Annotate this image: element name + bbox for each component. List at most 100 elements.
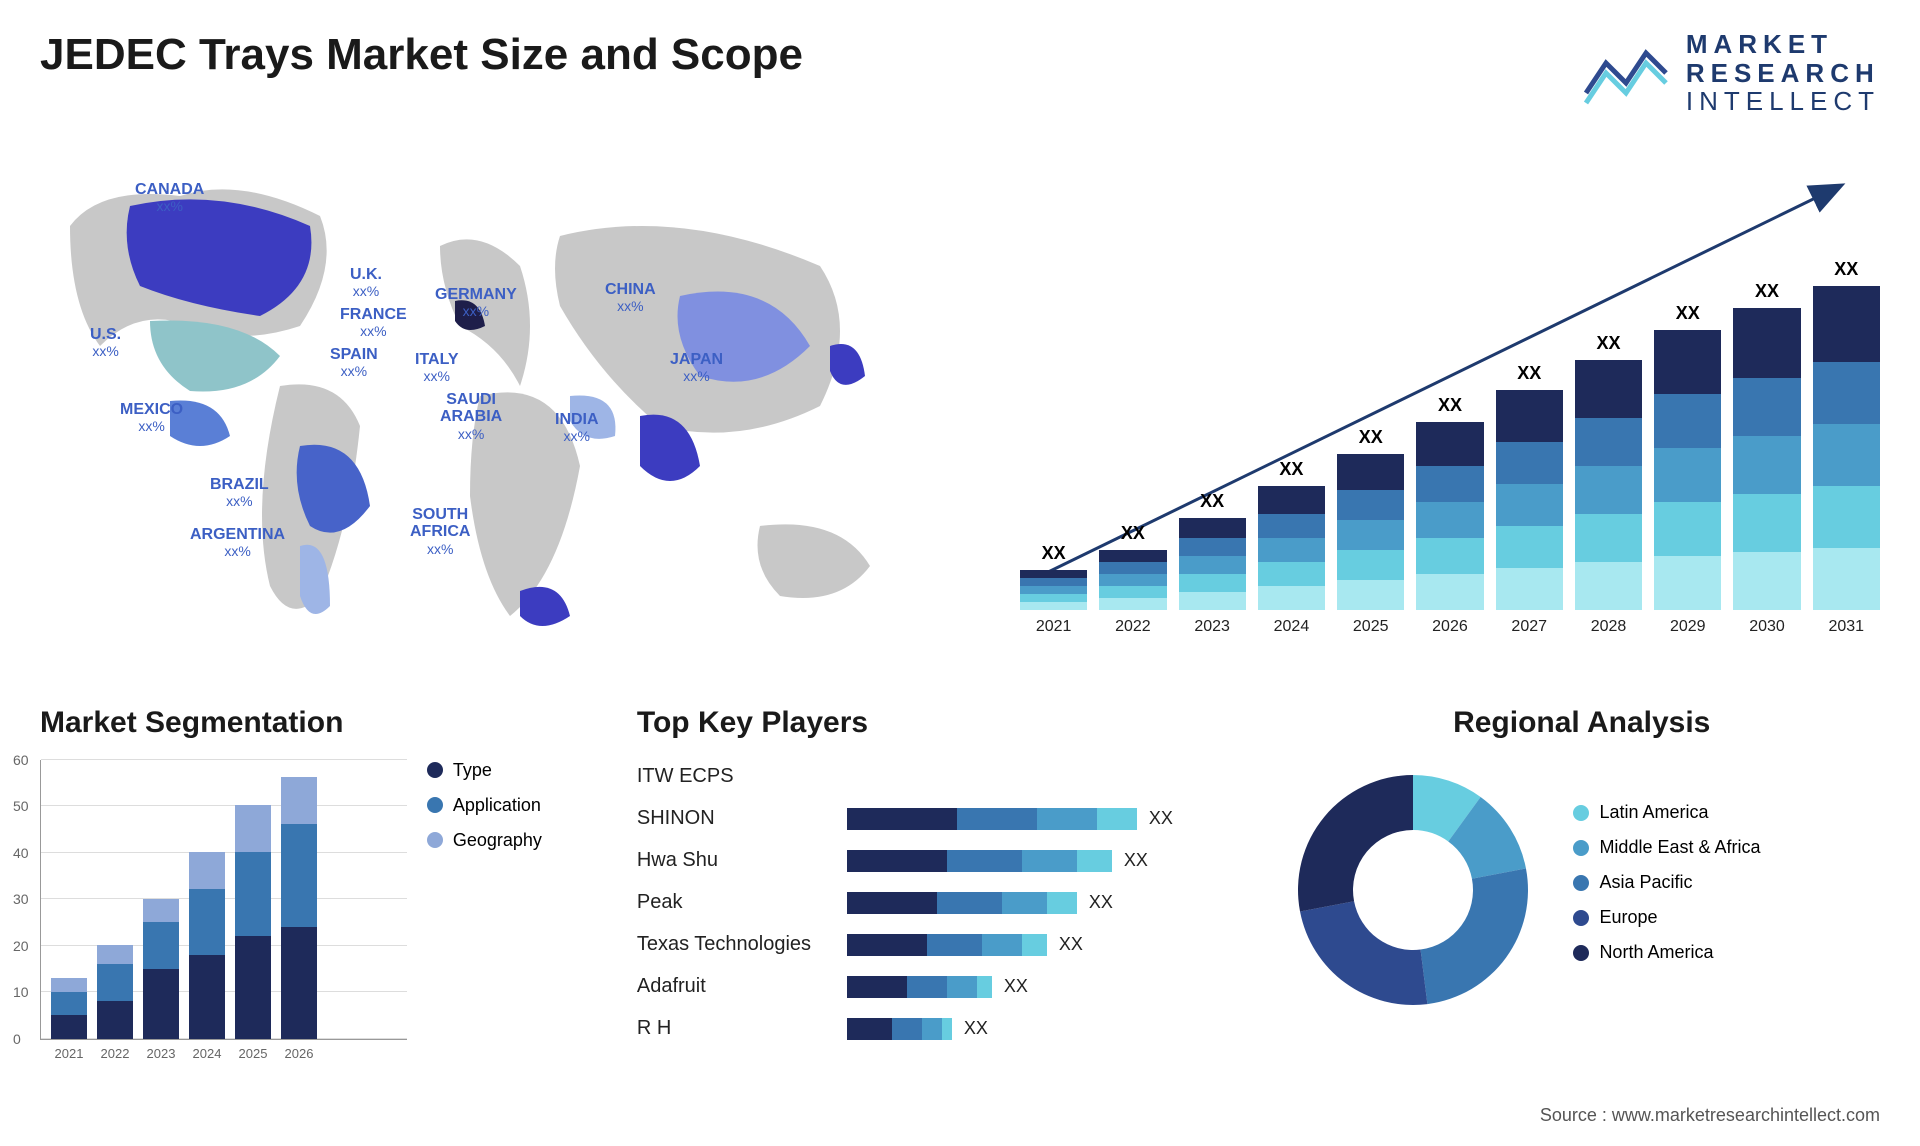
player-row: Peak XX bbox=[637, 886, 1234, 920]
forecast-bar-year: 2027 bbox=[1511, 618, 1547, 636]
forecast-bar: XX 2028 bbox=[1575, 333, 1642, 636]
seg-xlabel: 2025 bbox=[235, 1046, 271, 1061]
segmentation-chart: 0102030405060202120222023202420252026 Ty… bbox=[40, 760, 587, 1040]
player-name: R H bbox=[637, 1017, 847, 1040]
player-bar bbox=[847, 850, 1112, 872]
map-label: FRANCExx% bbox=[340, 306, 407, 341]
donut-segment bbox=[1421, 868, 1528, 1004]
players-list: ITW ECPSSHINONXXHwa ShuXXPeakXXTexas Tec… bbox=[637, 760, 1234, 1046]
legend-item: Asia Pacific bbox=[1573, 872, 1760, 893]
donut-svg bbox=[1283, 760, 1543, 1020]
player-value: XX bbox=[1089, 892, 1113, 913]
world-map: CANADAxx%U.S.xx%MEXICOxx%BRAZILxx%ARGENT… bbox=[40, 146, 940, 666]
player-name: Hwa Shu bbox=[637, 849, 847, 872]
forecast-bar: XX 2023 bbox=[1179, 491, 1246, 636]
player-row: ITW ECPS bbox=[637, 760, 1234, 794]
map-label: U.K.xx% bbox=[350, 266, 382, 301]
forecast-bar: XX2021 bbox=[1020, 543, 1087, 636]
map-label: CHINAxx% bbox=[605, 281, 656, 316]
players-title: Top Key Players bbox=[637, 706, 1234, 740]
player-name: Adafruit bbox=[637, 975, 847, 998]
map-label: JAPANxx% bbox=[670, 351, 723, 386]
forecast-bar-label: XX bbox=[1676, 303, 1700, 324]
seg-bar bbox=[281, 777, 317, 1038]
forecast-bar: XX2026 bbox=[1416, 395, 1483, 636]
player-value: XX bbox=[1124, 850, 1148, 871]
forecast-bar-year: 2024 bbox=[1274, 618, 1310, 636]
player-row: AdafruitXX bbox=[637, 970, 1234, 1004]
forecast-bar-year: 2023 bbox=[1194, 618, 1230, 636]
player-row: SHINONXX bbox=[637, 802, 1234, 836]
forecast-bar-label: XX bbox=[1755, 281, 1779, 302]
ytick: 40 bbox=[13, 845, 29, 861]
map-label: SAUDIARABIAxx% bbox=[440, 391, 502, 444]
player-bar bbox=[847, 976, 992, 998]
map-safrica bbox=[520, 587, 570, 626]
ytick: 10 bbox=[13, 984, 29, 1000]
forecast-bar-label: XX bbox=[1121, 523, 1145, 544]
map-label: U.S.xx% bbox=[90, 326, 121, 361]
map-label: SOUTHAFRICAxx% bbox=[410, 506, 470, 559]
segmentation-legend: TypeApplicationGeography bbox=[407, 760, 587, 1040]
player-name: Peak bbox=[637, 891, 847, 914]
map-label: GERMANYxx% bbox=[435, 286, 517, 321]
player-value: XX bbox=[964, 1018, 988, 1039]
ytick: 50 bbox=[13, 798, 29, 814]
map-label: INDIAxx% bbox=[555, 411, 599, 446]
seg-xlabel: 2024 bbox=[189, 1046, 225, 1061]
bottom-section: Market Segmentation 01020304050602021202… bbox=[40, 706, 1880, 1086]
forecast-bar-year: 2021 bbox=[1036, 618, 1072, 636]
forecast-bar-label: XX bbox=[1200, 491, 1224, 512]
regional-title: Regional Analysis bbox=[1283, 706, 1880, 740]
player-bar bbox=[847, 808, 1137, 830]
player-name: SHINON bbox=[637, 807, 847, 830]
map-brazil bbox=[297, 445, 370, 533]
forecast-chart: XX2021XX2022XX2023XX2024XX2025XX2026XX20… bbox=[980, 146, 1880, 666]
map-au-grey bbox=[758, 524, 871, 598]
player-bar bbox=[847, 892, 1077, 914]
forecast-bar-label: XX bbox=[1359, 427, 1383, 448]
player-row: Texas TechnologiesXX bbox=[637, 928, 1234, 962]
ytick: 0 bbox=[13, 1031, 21, 1047]
seg-xlabel: 2023 bbox=[143, 1046, 179, 1061]
header: JEDEC Trays Market Size and Scope MARKET… bbox=[40, 30, 1880, 116]
map-label: ITALYxx% bbox=[415, 351, 459, 386]
legend-item: Europe bbox=[1573, 907, 1760, 928]
seg-xlabel: 2021 bbox=[51, 1046, 87, 1061]
forecast-bar-label: XX bbox=[1596, 333, 1620, 354]
seg-bar bbox=[235, 805, 271, 1038]
ytick: 30 bbox=[13, 891, 29, 907]
forecast-bar-year: 2028 bbox=[1591, 618, 1627, 636]
seg-xlabel: 2022 bbox=[97, 1046, 133, 1061]
seg-bar bbox=[51, 978, 87, 1039]
seg-bar bbox=[97, 945, 133, 1038]
forecast-bar: XX2022 bbox=[1099, 523, 1166, 636]
forecast-bar: XX2025 bbox=[1337, 427, 1404, 636]
seg-xlabel: 2026 bbox=[281, 1046, 317, 1061]
top-section: CANADAxx%U.S.xx%MEXICOxx%BRAZILxx%ARGENT… bbox=[40, 146, 1880, 666]
segmentation-title: Market Segmentation bbox=[40, 706, 587, 740]
forecast-bar: XX2031 bbox=[1813, 259, 1880, 636]
legend-item: North America bbox=[1573, 942, 1760, 963]
forecast-bar-label: XX bbox=[1834, 259, 1858, 280]
forecast-bar-year: 2030 bbox=[1749, 618, 1785, 636]
forecast-bar: XX 2029 bbox=[1654, 303, 1721, 636]
regional-chart: Latin America Middle East & Africa Asia Pa… bbox=[1283, 760, 1880, 1020]
legend-item: Application bbox=[427, 795, 587, 816]
logo-text: MARKET RESEARCH INTELLECT bbox=[1686, 30, 1880, 116]
player-name: Texas Technologies bbox=[637, 933, 847, 956]
map-label: SPAINxx% bbox=[330, 346, 378, 381]
page-title: JEDEC Trays Market Size and Scope bbox=[40, 30, 803, 80]
source-text: Source : www.marketresearchintellect.com bbox=[1540, 1105, 1880, 1126]
player-row: R H XX bbox=[637, 1012, 1234, 1046]
map-label: CANADAxx% bbox=[135, 181, 204, 216]
donut-segment bbox=[1300, 901, 1427, 1005]
seg-bar bbox=[143, 899, 179, 1039]
legend-item: Middle East & Africa bbox=[1573, 837, 1760, 858]
logo-icon bbox=[1581, 38, 1671, 108]
legend-item: Type bbox=[427, 760, 587, 781]
forecast-bar-year: 2029 bbox=[1670, 618, 1706, 636]
legend-item: Latin America bbox=[1573, 802, 1760, 823]
seg-bar bbox=[189, 852, 225, 1039]
regional-panel: Regional Analysis Latin America Middle Ea… bbox=[1283, 706, 1880, 1086]
